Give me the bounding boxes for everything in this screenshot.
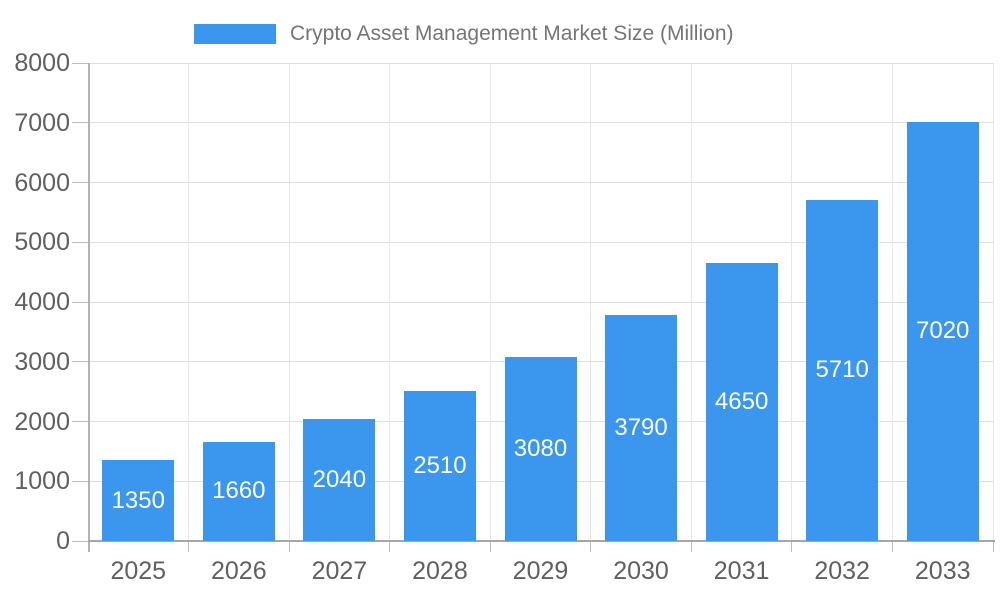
y-tick (72, 480, 88, 482)
x-axis-line (88, 540, 995, 542)
y-tick (72, 62, 88, 64)
y-axis-label: 7000 (14, 108, 70, 137)
y-gridline (88, 122, 993, 124)
x-axis-label: 2026 (211, 557, 267, 585)
x-tick (87, 542, 90, 552)
x-axis-label: 2029 (512, 557, 569, 585)
y-tick (72, 241, 88, 243)
x-tick (590, 542, 592, 552)
x-gridline (690, 63, 692, 541)
x-tick (891, 542, 893, 552)
x-tick (288, 542, 290, 552)
bar-value-label: 2510 (413, 452, 467, 479)
y-axis-label: 5000 (14, 228, 70, 257)
y-axis-label: 3000 (14, 347, 70, 376)
x-axis-label: 2031 (713, 557, 770, 585)
bar: 1660 (202, 441, 275, 541)
y-tick (72, 421, 88, 422)
x-axis-label: 2027 (311, 557, 368, 585)
y-tick (72, 361, 88, 363)
x-gridline (288, 63, 290, 541)
bar: 5710 (806, 199, 879, 541)
x-axis-label: 2028 (412, 557, 468, 585)
y-axis-line (88, 63, 90, 541)
y-gridline (88, 182, 993, 183)
legend-swatch (194, 24, 276, 44)
bar-value-label: 3080 (513, 434, 568, 462)
y-tick (72, 540, 88, 542)
x-gridline (791, 63, 793, 541)
x-gridline (590, 63, 592, 541)
x-tick (992, 542, 994, 552)
x-tick (389, 542, 391, 552)
x-tick (489, 542, 491, 552)
x-axis-label: 2025 (110, 557, 167, 585)
bar-value-label: 1660 (212, 477, 266, 505)
bar: 2040 (303, 419, 376, 541)
y-gridline (88, 62, 993, 64)
y-tick (72, 301, 88, 303)
bar: 3080 (504, 356, 577, 541)
x-gridline (891, 63, 893, 541)
bar-value-label: 4650 (714, 388, 769, 416)
bar: 2510 (403, 391, 476, 541)
y-axis-label: 0 (56, 527, 70, 555)
bar-value-label: 2040 (312, 466, 367, 494)
y-tick (72, 122, 88, 124)
y-axis-label: 8000 (14, 49, 70, 77)
x-gridline (188, 63, 190, 541)
chart-legend: Crypto Asset Management Market Size (Mil… (194, 22, 734, 46)
y-gridline (88, 301, 993, 303)
bar: 7020 (906, 121, 979, 541)
bar-value-label: 5710 (815, 356, 869, 384)
y-axis-label: 6000 (14, 168, 70, 197)
legend-label: Crypto Asset Management Market Size (Mil… (290, 22, 734, 45)
bar-value-label: 1350 (111, 486, 165, 514)
x-gridline (992, 63, 994, 541)
x-axis-label: 2032 (814, 557, 870, 585)
y-axis-label: 4000 (14, 288, 70, 316)
x-tick (791, 542, 793, 552)
x-axis-label: 2030 (613, 557, 669, 585)
y-axis-label: 2000 (14, 407, 70, 436)
bar-value-label: 7020 (916, 317, 970, 345)
bar: 3790 (605, 314, 678, 541)
y-tick (72, 182, 88, 183)
x-axis-label: 2033 (914, 557, 971, 585)
y-axis-label: 1000 (14, 467, 70, 496)
bar: 4650 (705, 263, 778, 541)
x-gridline (389, 63, 391, 541)
bar: 1350 (102, 460, 175, 541)
x-tick (188, 542, 190, 552)
y-gridline (88, 241, 993, 243)
x-gridline (489, 63, 491, 541)
bar-value-label: 3790 (614, 413, 668, 441)
x-tick (690, 542, 692, 552)
